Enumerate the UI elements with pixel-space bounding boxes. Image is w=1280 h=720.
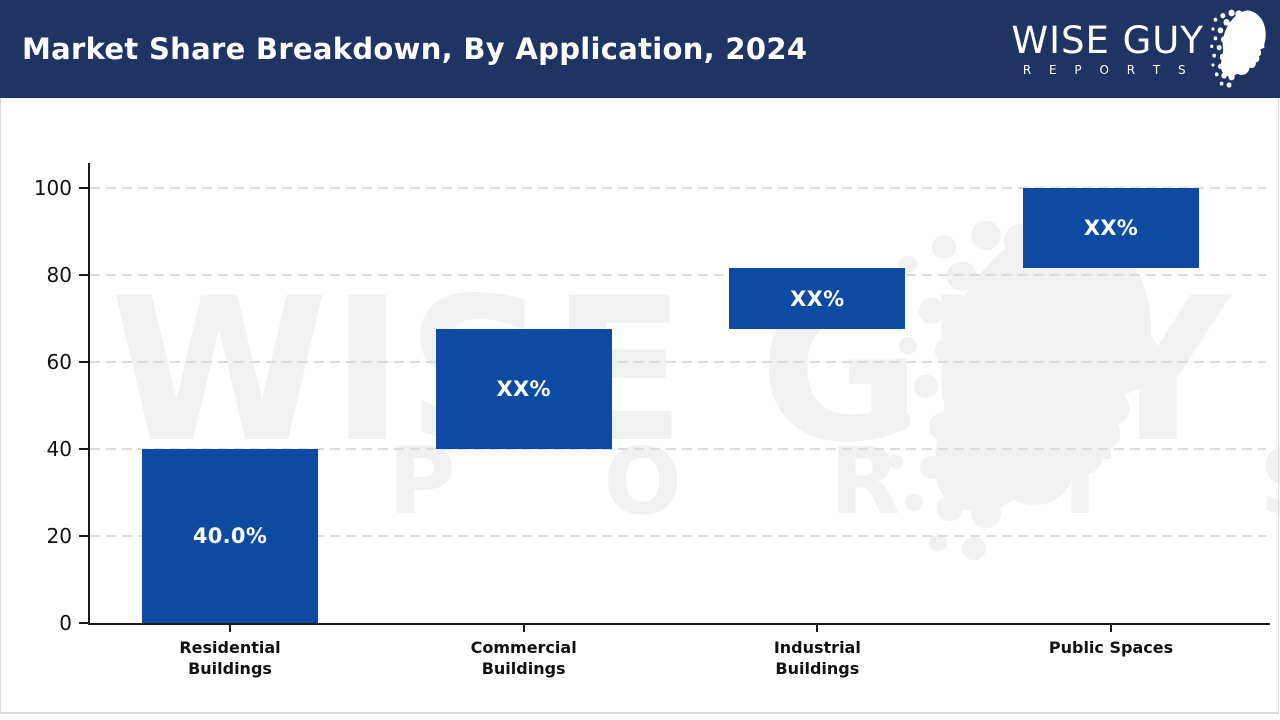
gridline-40 <box>90 448 1266 450</box>
y-tick-label-80: 80 <box>46 263 72 287</box>
y-tick-label-60: 60 <box>46 350 72 374</box>
chart-plot-area: 0 20 40 60 80 100 40.0% Residential Buildings XX… <box>34 163 1270 678</box>
y-tick-20 <box>79 535 88 537</box>
logo-subtitle: R E P O R T S <box>1022 62 1193 77</box>
bar-public-spaces: XX% <box>1023 188 1199 269</box>
x-axis-line <box>88 623 1270 625</box>
y-tick-label-40: 40 <box>46 437 72 461</box>
x-category-label: Industrial Buildings <box>773 638 861 678</box>
y-axis-line <box>88 163 90 625</box>
x-category-label: Residential Buildings <box>179 638 281 678</box>
header-bar: Market Share Breakdown, By Application, … <box>0 0 1280 98</box>
y-tick-label-20: 20 <box>46 524 72 548</box>
bar-value-label: XX% <box>790 286 845 311</box>
y-tick-60 <box>79 361 88 363</box>
x-tick-1 <box>522 625 525 632</box>
x-category-label: Public Spaces <box>1048 638 1174 657</box>
wiseguy-head-icon <box>1210 9 1266 88</box>
y-tick-80 <box>79 274 88 276</box>
y-tick-label-100: 100 <box>33 176 72 200</box>
x-tick-0 <box>229 625 231 632</box>
bar-value-label: 40.0% <box>192 524 268 548</box>
watermark-subtitle: P O R T S <box>388 428 1280 535</box>
bar-industrial-buildings: XX% <box>729 268 906 330</box>
bar-commercial-buildings: XX% <box>435 329 612 449</box>
logo-text: WISE GUY R E P O R T S <box>1012 22 1204 77</box>
bar-value-label: XX% <box>496 377 551 402</box>
x-tick-3 <box>1110 625 1112 632</box>
page-title: Market Share Breakdown, By Application, … <box>22 32 808 66</box>
gridline-60 <box>90 361 1266 363</box>
logo-wordmark: WISE GUY <box>1011 18 1204 62</box>
y-tick-0 <box>79 622 88 624</box>
gridline-100 <box>90 187 1266 190</box>
wiseguy-logo: WISE GUY R E P O R T S <box>1012 9 1270 89</box>
gridline-20 <box>90 535 1266 537</box>
x-tick-2 <box>816 625 819 632</box>
bar-value-label: XX% <box>1083 216 1139 241</box>
gridline-80 <box>90 274 1266 276</box>
y-tick-100 <box>79 187 88 190</box>
y-tick-label-0: 0 <box>59 611 72 635</box>
x-category-label: Commercial Buildings <box>470 638 577 678</box>
bar-residential-buildings: 40.0% <box>142 449 318 623</box>
y-tick-40 <box>79 448 88 450</box>
